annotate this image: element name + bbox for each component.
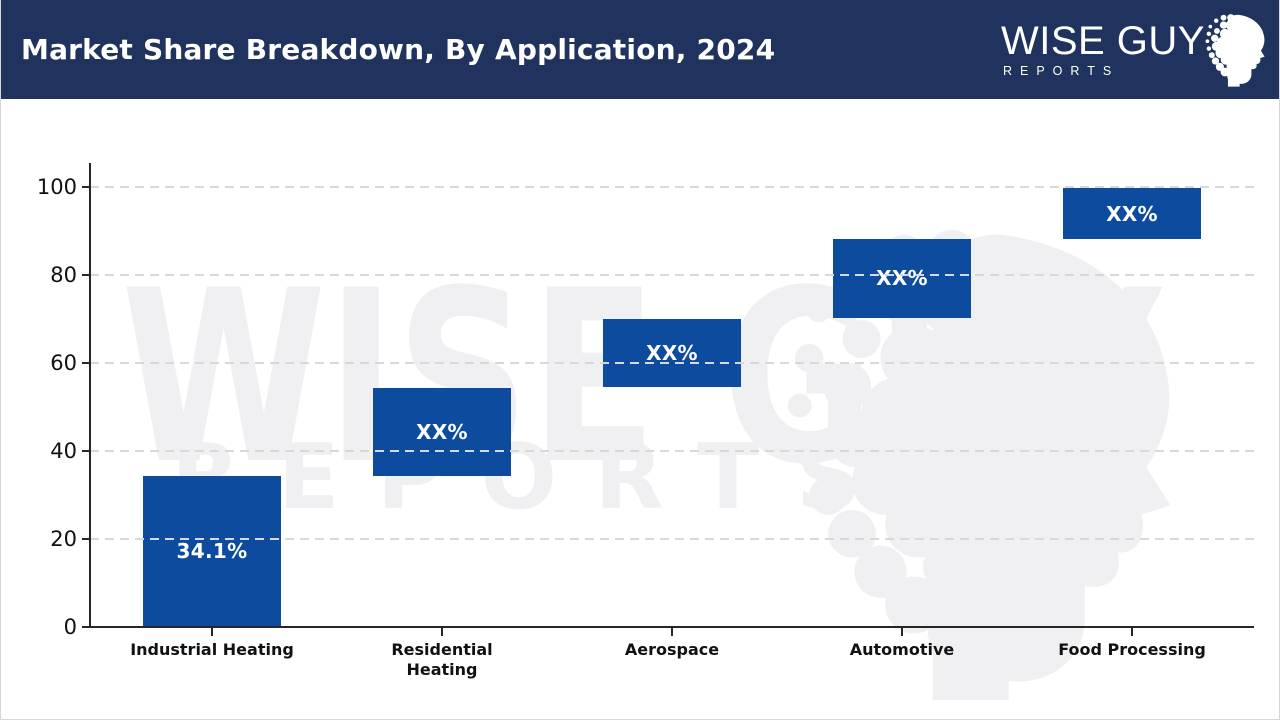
gridline <box>90 273 1254 276</box>
gridline <box>90 449 1254 452</box>
x-axis-category-label-line: Heating <box>406 660 478 679</box>
y-axis-tick <box>82 625 90 628</box>
y-axis-line <box>89 163 91 628</box>
x-axis-category-label-line: Residential <box>391 640 493 659</box>
y-axis-tick <box>82 273 90 276</box>
wiseguy-logo: WISE GUY REPORTS <box>1001 0 1269 99</box>
gridline <box>90 537 1254 540</box>
logo-reports-label: REPORTS <box>1002 64 1120 78</box>
x-axis-category-label: Food Processing <box>1017 640 1247 660</box>
x-axis-category-label: Aerospace <box>557 640 787 660</box>
y-axis-tick <box>82 361 90 364</box>
x-axis-category-label-line: Food Processing <box>1058 640 1206 659</box>
y-axis-tick-label: 60 <box>50 350 77 375</box>
x-axis-category-label-line: Automotive <box>849 640 955 659</box>
x-axis-category-label: Residential Heating <box>327 640 557 680</box>
y-axis-tick <box>82 449 90 452</box>
bar: XX% <box>373 388 511 476</box>
x-axis-tick <box>671 628 673 636</box>
y-axis-tick-label: 20 <box>50 526 77 551</box>
y-axis-tick <box>82 537 90 540</box>
bar: XX% <box>1063 188 1201 240</box>
bar-value-label: XX% <box>1106 201 1158 226</box>
bar: XX% <box>603 318 741 388</box>
bar-value-label: XX% <box>876 266 928 291</box>
x-axis-category-label: Automotive <box>787 640 1017 660</box>
x-axis-category-label: Industrial Heating <box>97 640 327 660</box>
y-axis-tick-label: 100 <box>36 174 77 199</box>
y-axis-tick-label: 80 <box>50 262 77 287</box>
x-axis-category-label-line: Industrial Heating <box>130 640 294 659</box>
y-axis-tick-label: 40 <box>50 438 77 463</box>
x-axis-tick <box>441 628 443 636</box>
header: Market Share Breakdown, By Application, … <box>1 0 1279 99</box>
gridline <box>90 361 1254 364</box>
gridline <box>90 185 1254 188</box>
bar-value-label: XX% <box>416 420 468 444</box>
watermark-reports: REPORTS <box>171 425 861 530</box>
x-axis-tick <box>1131 628 1133 636</box>
x-axis-category-label-line: Aerospace <box>624 640 720 659</box>
y-axis-tick-label: 0 <box>63 614 77 639</box>
y-axis-tick <box>82 185 90 188</box>
bar-value-label: XX% <box>646 340 698 365</box>
x-axis-tick <box>901 628 903 636</box>
x-axis-tick <box>211 628 213 636</box>
chart-title: Market Share Breakdown, By Application, … <box>21 33 776 66</box>
bar: 34.1% <box>143 476 281 627</box>
bar: XX% <box>833 239 971 318</box>
bar-value-label: 34.1% <box>176 539 248 564</box>
logo-wise-guy-label: WISE GUY <box>1000 19 1205 63</box>
logo-text: WISE GUY REPORTS <box>1001 21 1205 78</box>
logo-head-icon <box>1205 13 1265 87</box>
x-axis-line <box>89 625 1254 628</box>
